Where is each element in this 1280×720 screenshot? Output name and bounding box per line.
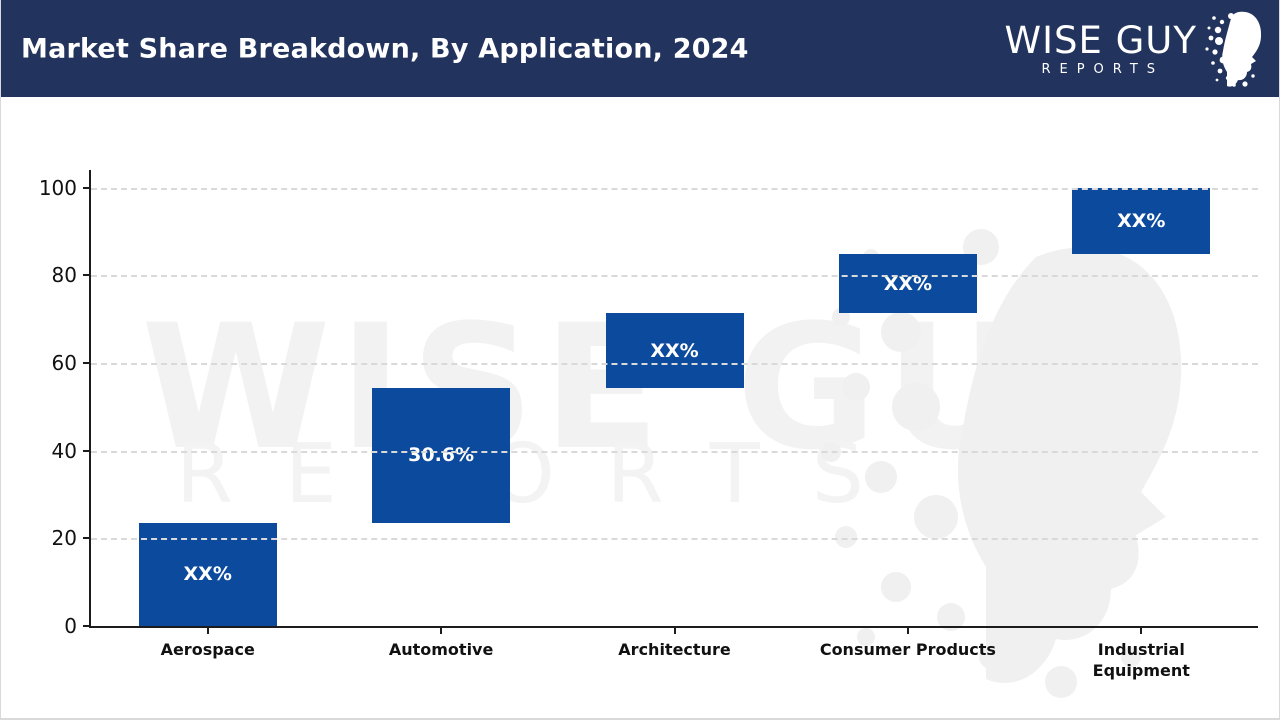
bar-value-label: 30.6%	[408, 444, 475, 467]
wiseguy-logo: WISE GUY REPORTS	[1005, 8, 1263, 90]
x-tick-mark	[906, 626, 909, 634]
bar-consumer-products: XX%	[838, 254, 977, 313]
x-tick-mark	[206, 626, 209, 634]
y-tick-mark	[83, 625, 91, 627]
gridline-20	[91, 538, 1258, 541]
logo-wordmark: WISE GUY	[1004, 19, 1197, 62]
y-tick-mark	[83, 361, 91, 364]
x-category-label-industrial-equipment: Industrial Equipment	[1092, 640, 1190, 680]
y-tick-mark	[83, 449, 91, 452]
bar-value-label: XX%	[650, 339, 699, 362]
gridline-40	[91, 450, 1258, 453]
y-tick-label-100: 100	[38, 175, 77, 200]
x-tick-mark	[440, 626, 443, 634]
y-tick-mark	[83, 537, 91, 540]
gridline-100	[91, 187, 1258, 190]
logo-subtitle: REPORTS	[1041, 62, 1165, 77]
x-tick-mark	[1140, 626, 1143, 634]
bar-architecture: XX%	[605, 312, 744, 389]
y-tick-label-60: 60	[51, 350, 77, 375]
y-tick-label-0: 0	[64, 614, 77, 638]
y-tick-mark	[83, 274, 91, 277]
page-title: Market Share Breakdown, By Application, …	[21, 33, 749, 64]
x-category-label-automotive: Automotive	[388, 640, 494, 659]
plot-area: 0 20 40 60 80 100 XX% Aerospace 30.6% Automotive X…	[39, 170, 1258, 680]
y-tick-mark	[83, 186, 91, 189]
x-tick-mark	[673, 626, 676, 634]
bar-industrial-equipment: XX%	[1072, 187, 1211, 255]
bar-automotive: 30.6%	[372, 388, 511, 523]
x-category-label-aerospace: Aerospace	[160, 640, 255, 659]
wiseguy-logo-text: WISE GUY REPORTS	[1005, 22, 1197, 76]
x-category-label-consumer-products: Consumer Products	[819, 640, 996, 659]
bar-value-label: XX%	[183, 563, 232, 586]
bar-value-label: XX%	[1117, 209, 1166, 232]
x-category-label-architecture: Architecture	[618, 640, 731, 659]
gridline-60	[91, 362, 1258, 365]
header-band: Market Share Breakdown, By Application, …	[1, 0, 1279, 97]
gridline-80	[91, 275, 1258, 278]
y-tick-label-40: 40	[51, 438, 77, 463]
y-tick-label-80: 80	[51, 263, 77, 288]
wiseguy-face-icon	[1205, 11, 1262, 87]
y-tick-label-20: 20	[51, 526, 77, 551]
